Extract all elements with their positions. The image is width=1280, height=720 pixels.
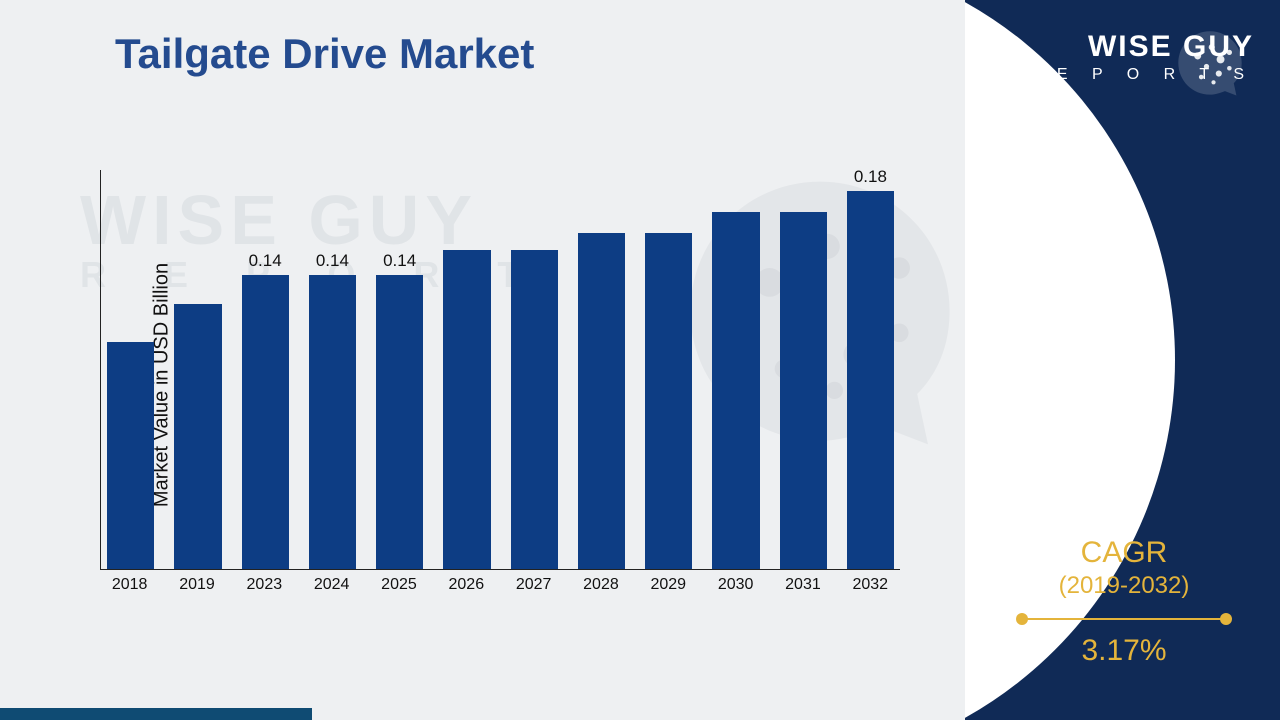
- bar-2019: [174, 170, 221, 569]
- bar-2023: 0.14: [242, 170, 289, 569]
- bar-value-label: 0.14: [383, 251, 416, 271]
- bar-2024: 0.14: [309, 170, 356, 569]
- footer-accent-bar: [0, 708, 312, 720]
- bar: [511, 250, 558, 569]
- bar: [242, 275, 289, 569]
- chart-title: Tailgate Drive Market: [115, 30, 534, 78]
- bar: [780, 212, 827, 569]
- bar-2032: 0.18: [847, 170, 894, 569]
- bar: [578, 233, 625, 569]
- bar-2025: 0.14: [376, 170, 423, 569]
- x-tick: 2028: [577, 570, 624, 600]
- x-tick: 2030: [712, 570, 759, 600]
- x-tick: 2029: [645, 570, 692, 600]
- bar-2026: [443, 170, 490, 569]
- bar-2028: [578, 170, 625, 569]
- bar-value-label: 0.14: [249, 251, 282, 271]
- bar-value-label: 0.14: [316, 251, 349, 271]
- bars-container: 0.14 0.14 0.14 0.18: [101, 170, 900, 569]
- cagr-label: CAGR: [1014, 536, 1234, 570]
- bar: [107, 342, 154, 569]
- plot-area: 0.14 0.14 0.14 0.18: [100, 170, 900, 570]
- x-tick: 2019: [173, 570, 220, 600]
- bar-2018: [107, 170, 154, 569]
- brand-logo: WISE GUY R E P O R T S: [1021, 30, 1254, 84]
- x-ticks: 2018 2019 2023 2024 2025 2026 2027 2028 2029 2030…: [100, 570, 900, 600]
- bar: [376, 275, 423, 569]
- cagr-value: 3.17%: [1014, 634, 1234, 668]
- report-card: Tailgate Drive Market WISE GUY R E P O R…: [0, 0, 1280, 720]
- bar-2027: [511, 170, 558, 569]
- bar: [645, 233, 692, 569]
- x-tick: 2024: [308, 570, 355, 600]
- bar: [847, 191, 894, 569]
- cagr-period: (2019-2032): [1014, 572, 1234, 600]
- x-tick: 2025: [375, 570, 422, 600]
- cagr-callout: CAGR (2019-2032) 3.17%: [1014, 536, 1234, 668]
- bar: [174, 304, 221, 569]
- bar: [309, 275, 356, 569]
- bar-2031: [780, 170, 827, 569]
- bar: [443, 250, 490, 569]
- bar-2029: [645, 170, 692, 569]
- bar-chart: Market Value in USD Billion 0.140.140.14…: [80, 170, 900, 600]
- bar-value-label: 0.18: [854, 167, 887, 187]
- cagr-divider: [1022, 618, 1226, 620]
- bar: [712, 212, 759, 569]
- bar-2030: [712, 170, 759, 569]
- head-icon: [1166, 26, 1254, 114]
- x-tick: 2032: [847, 570, 894, 600]
- x-tick: 2031: [779, 570, 826, 600]
- x-tick: 2026: [443, 570, 490, 600]
- x-tick: 2018: [106, 570, 153, 600]
- x-tick: 2023: [241, 570, 288, 600]
- x-tick: 2027: [510, 570, 557, 600]
